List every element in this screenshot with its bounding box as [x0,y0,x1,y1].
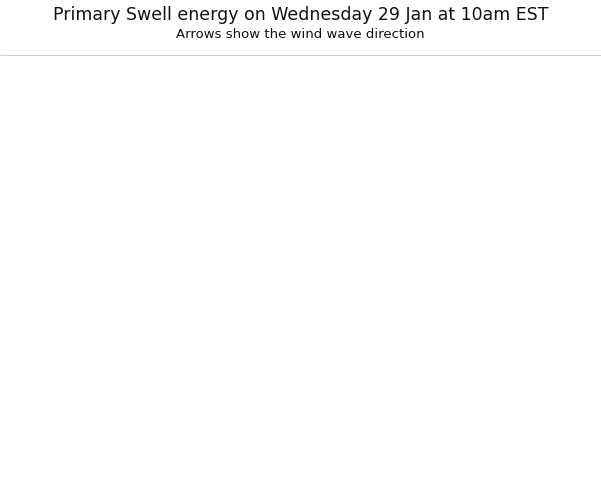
Text: Arrows show the wind wave direction: Arrows show the wind wave direction [176,28,425,41]
Text: cartopy required: cartopy required [243,265,358,279]
Text: Primary Swell energy on Wednesday 29 Jan at 10am EST: Primary Swell energy on Wednesday 29 Jan… [53,6,548,24]
